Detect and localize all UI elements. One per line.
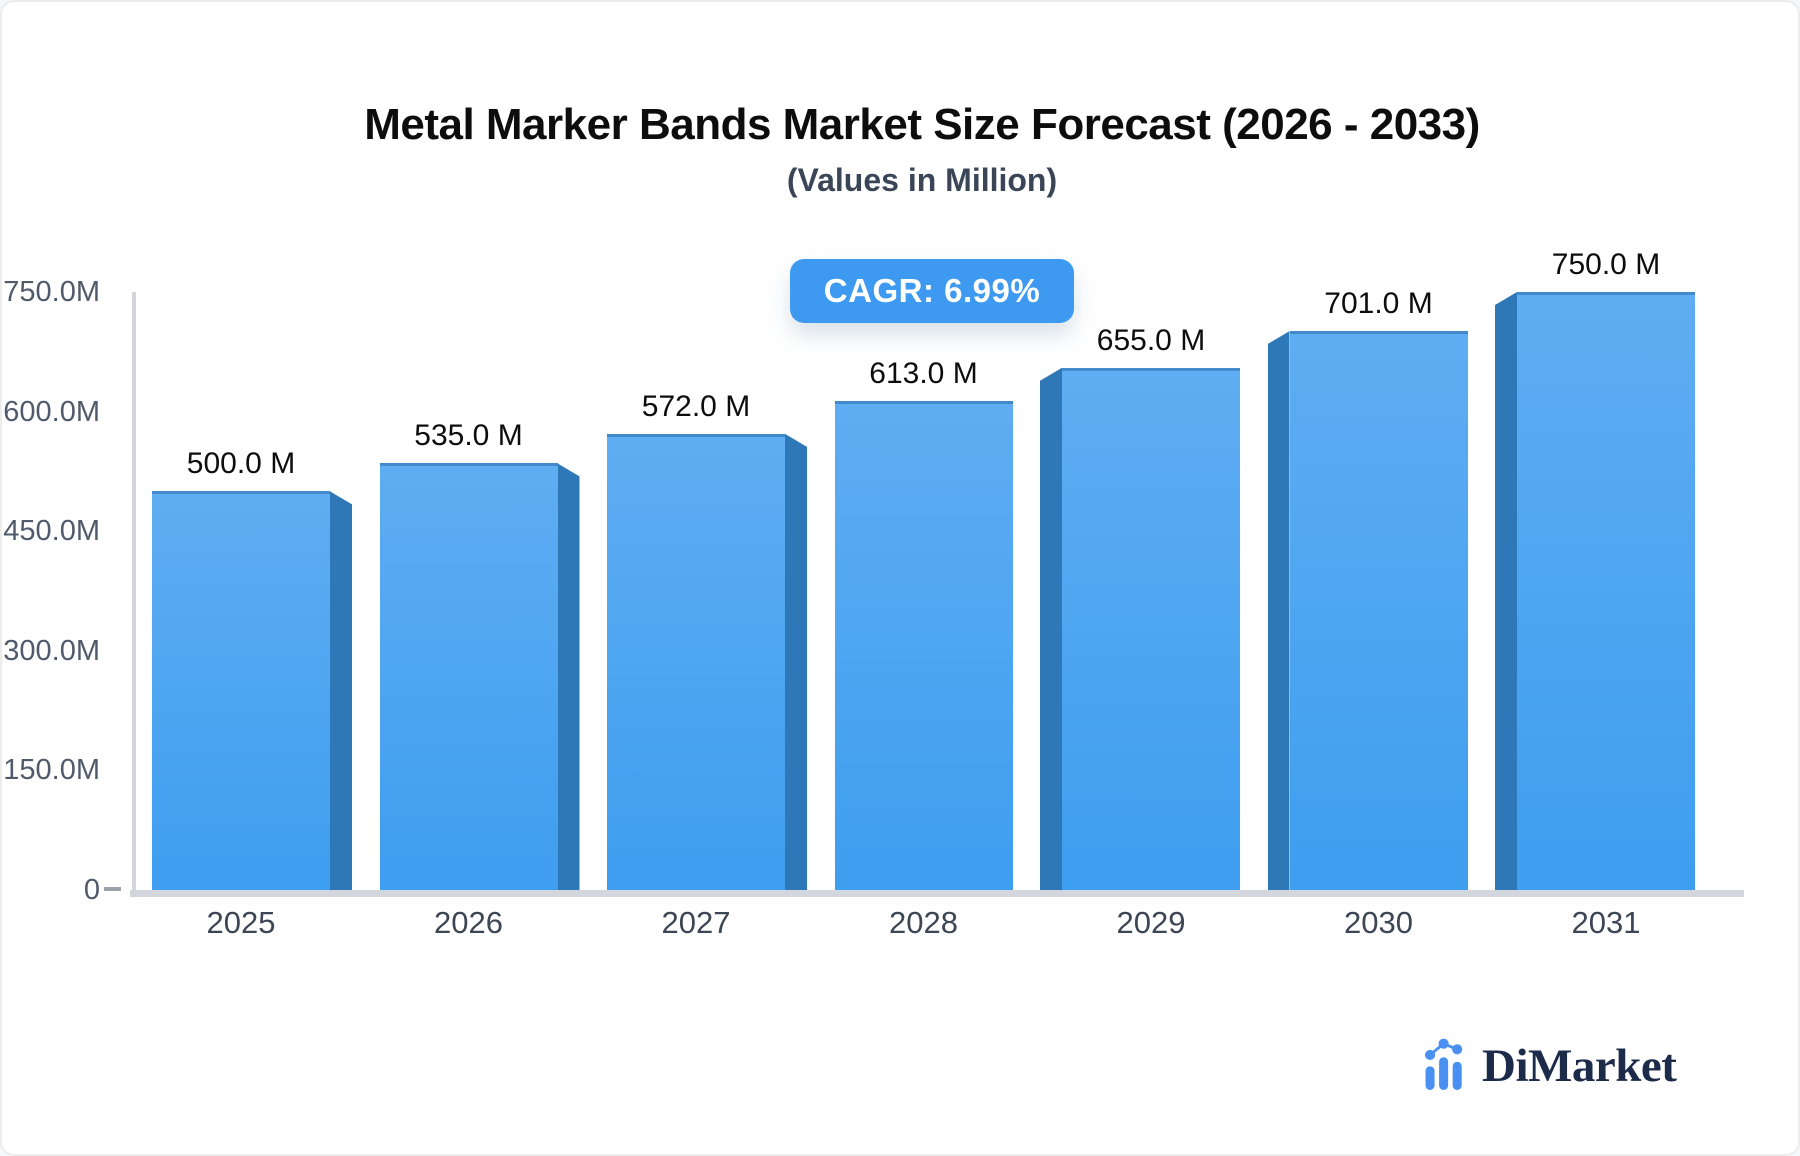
y-axis-tick-label: 450.0M <box>3 515 100 548</box>
cagr-badge-label: CAGR: 6.99% <box>823 272 1041 309</box>
bar-2027[interactable] <box>607 433 785 890</box>
logo-text: DiMarket <box>1482 1040 1677 1092</box>
bar-value-label: 535.0 M <box>414 419 523 453</box>
bar-2029[interactable] <box>1062 367 1240 890</box>
bar-value-label: 613.0 M <box>869 357 978 391</box>
bar-value-label: 500.0 M <box>186 447 296 481</box>
bar-side-face <box>1495 292 1517 890</box>
y-axis-tick-label: 300.0M <box>3 634 100 667</box>
bar-2031[interactable] <box>1517 292 1695 890</box>
bar-side-face <box>557 463 580 890</box>
bar-side-face <box>1267 331 1290 890</box>
zero-tick-mark <box>104 887 121 891</box>
y-axis-tick-label: 150.0M <box>3 754 100 787</box>
bar-2028[interactable] <box>834 401 1013 890</box>
dimarket-logo: DiMarket <box>1424 1038 1677 1092</box>
bar-value-label: 701.0 M <box>1324 287 1433 321</box>
bar-side-face <box>1040 367 1062 890</box>
chart-title: Metal Marker Bands Market Size Forecast … <box>364 100 1480 149</box>
bar-2030[interactable] <box>1289 331 1468 890</box>
y-axis-tick-label: 750.0M <box>3 276 100 308</box>
bar-2025[interactable] <box>152 491 330 890</box>
y-axis-tick-label: 0 <box>83 874 100 906</box>
x-axis-label: 2031 <box>1571 905 1641 940</box>
bar-side-face <box>330 491 352 890</box>
x-axis-label: 2025 <box>206 905 276 940</box>
x-axis-label: 2030 <box>1344 905 1413 940</box>
y-axis-tick-label: 600.0M <box>3 395 100 428</box>
bar-value-label: 750.0 M <box>1551 248 1661 281</box>
mini-bar-chart-icon <box>1424 1038 1463 1090</box>
cagr-badge: CAGR: 6.99% <box>790 259 1074 323</box>
bar-value-label: 572.0 M <box>641 389 751 423</box>
bar-2026[interactable] <box>379 463 558 890</box>
chart-subtitle: (Values in Million) <box>786 162 1058 198</box>
x-axis-label: 2028 <box>889 905 958 940</box>
bar-side-face <box>785 433 807 890</box>
bar-value-label: 655.0 M <box>1096 323 1206 357</box>
x-axis-baseline <box>130 890 1744 897</box>
y-axis-line <box>132 292 136 890</box>
x-axis-label: 2027 <box>661 905 731 940</box>
x-axis-label: 2029 <box>1116 905 1186 940</box>
x-axis-label: 2026 <box>434 905 503 940</box>
